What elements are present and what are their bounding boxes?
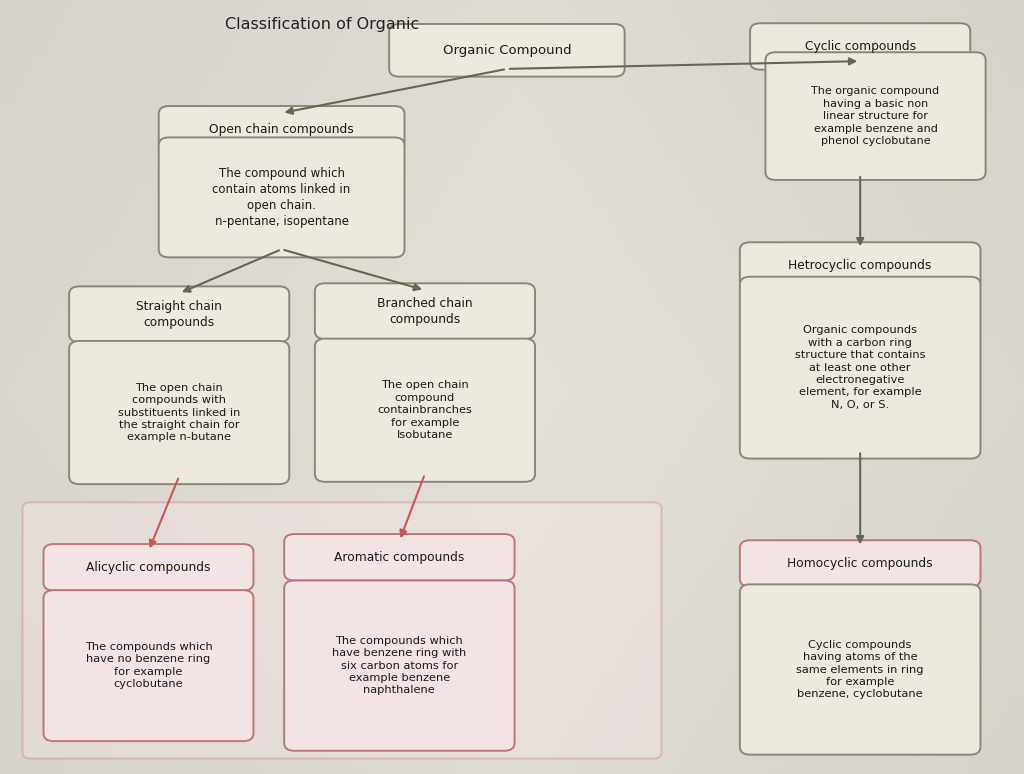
Text: Organic Compound: Organic Compound <box>442 44 571 57</box>
Text: Organic compounds
with a carbon ring
structure that contains
at least one other
: Organic compounds with a carbon ring str… <box>795 325 926 410</box>
Text: Aromatic compounds: Aromatic compounds <box>334 551 465 563</box>
FancyBboxPatch shape <box>315 283 535 339</box>
FancyBboxPatch shape <box>750 23 970 70</box>
Text: Cyclic compounds
having atoms of the
same elements in ring
for example
benzene, : Cyclic compounds having atoms of the sam… <box>797 639 924 700</box>
Text: The organic compound
having a basic non
linear structure for
example benzene and: The organic compound having a basic non … <box>811 86 940 146</box>
Text: Cyclic compounds: Cyclic compounds <box>805 40 915 53</box>
Text: Open chain compounds: Open chain compounds <box>209 123 354 135</box>
Text: Straight chain
compounds: Straight chain compounds <box>136 300 222 329</box>
FancyBboxPatch shape <box>159 138 404 257</box>
Text: Classification of Organic: Classification of Organic <box>225 17 420 32</box>
FancyBboxPatch shape <box>159 106 404 152</box>
Text: The open chain
compounds with
substituents linked in
the straight chain for
exam: The open chain compounds with substituen… <box>118 382 241 443</box>
FancyBboxPatch shape <box>765 53 985 180</box>
FancyBboxPatch shape <box>739 276 980 458</box>
FancyBboxPatch shape <box>285 534 514 580</box>
FancyBboxPatch shape <box>739 242 980 289</box>
FancyBboxPatch shape <box>43 544 253 591</box>
FancyBboxPatch shape <box>285 580 514 751</box>
Text: The open chain
compound
containbranches
for example
Isobutane: The open chain compound containbranches … <box>378 380 472 440</box>
Text: Homocyclic compounds: Homocyclic compounds <box>787 557 933 570</box>
FancyBboxPatch shape <box>69 286 289 342</box>
FancyBboxPatch shape <box>739 584 980 755</box>
Text: Hetrocyclic compounds: Hetrocyclic compounds <box>788 259 932 272</box>
FancyBboxPatch shape <box>69 341 289 485</box>
Text: The compound which
contain atoms linked in
open chain.
n-pentane, isopentane: The compound which contain atoms linked … <box>212 167 351 228</box>
FancyBboxPatch shape <box>739 540 980 587</box>
Text: Alicyclic compounds: Alicyclic compounds <box>86 561 211 574</box>
FancyBboxPatch shape <box>23 502 662 759</box>
Text: The compounds which
have no benzene ring
for example
cyclobutane: The compounds which have no benzene ring… <box>85 642 212 689</box>
FancyBboxPatch shape <box>315 339 535 481</box>
Text: The compounds which
have benzene ring with
six carbon atoms for
example benzene
: The compounds which have benzene ring wi… <box>332 635 467 696</box>
Text: Branched chain
compounds: Branched chain compounds <box>377 296 473 326</box>
FancyBboxPatch shape <box>43 590 253 741</box>
FancyBboxPatch shape <box>389 24 625 77</box>
